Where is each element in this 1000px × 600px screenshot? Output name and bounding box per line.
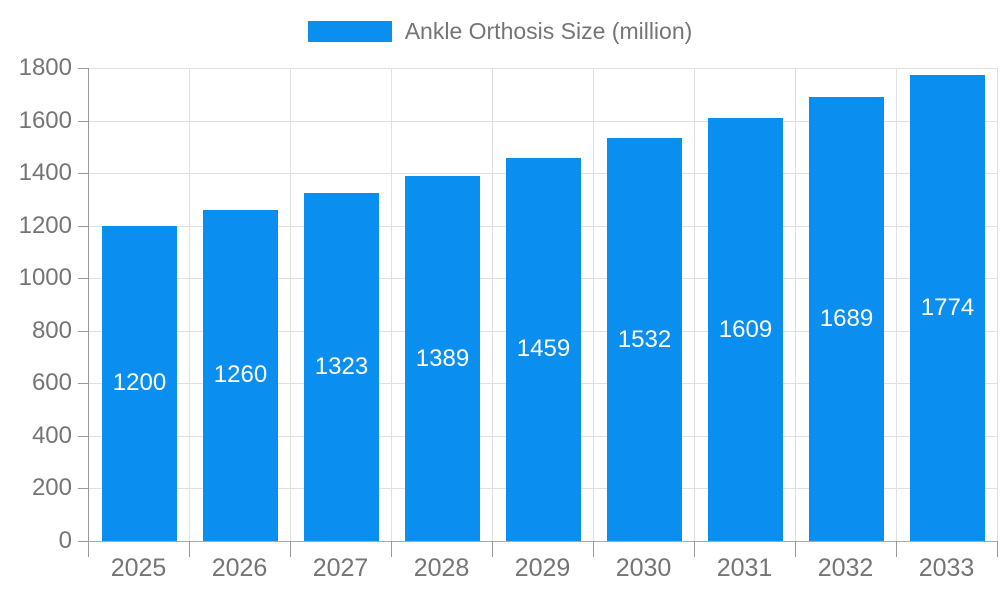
y-axis-tick — [78, 278, 88, 280]
v-gridline — [795, 68, 796, 541]
x-axis-tick — [694, 541, 695, 557]
y-axis-label: 1400 — [18, 159, 72, 187]
y-axis-tick — [78, 541, 88, 542]
x-axis-tick — [896, 541, 897, 557]
v-gridline — [997, 68, 998, 541]
bar-2026: 1260 — [203, 209, 278, 541]
y-axis-label: 1200 — [18, 211, 72, 239]
x-axis-tick — [492, 541, 493, 557]
y-axis-label: 600 — [31, 369, 72, 397]
bar-2027: 1323 — [304, 193, 379, 541]
v-gridline — [492, 68, 493, 541]
x-axis-tick — [997, 541, 998, 557]
y-axis-label: 1800 — [18, 54, 72, 81]
bar-value-label: 1532 — [617, 325, 672, 353]
bar-value-label: 1323 — [314, 353, 369, 381]
y-axis-tick — [78, 330, 88, 332]
v-gridline — [694, 68, 695, 541]
x-axis-label: 2032 — [817, 554, 874, 582]
x-axis-label: 2025 — [110, 554, 167, 582]
x-axis-label: 2028 — [413, 554, 470, 582]
bar-value-label: 1200 — [112, 369, 167, 397]
y-axis-label: 200 — [31, 474, 72, 502]
y-axis-label: 1000 — [18, 264, 72, 292]
legend-label: Ankle Orthosis Size (million) — [404, 18, 693, 44]
x-axis-tick — [88, 541, 89, 557]
bar-2032: 1689 — [809, 97, 884, 541]
legend-swatch — [307, 21, 392, 42]
bar-value-label: 1389 — [415, 344, 470, 372]
x-axis-label: 2033 — [918, 554, 975, 582]
y-axis-label: 0 — [58, 527, 72, 554]
y-axis-tick — [78, 173, 88, 175]
v-gridline — [391, 68, 392, 541]
y-axis-tick — [78, 488, 88, 490]
bar-2029: 1459 — [506, 157, 581, 541]
x-axis-tick — [593, 541, 594, 557]
x-axis-tick — [391, 541, 392, 557]
y-axis-tick — [78, 435, 88, 437]
bar-value-label: 1774 — [920, 293, 975, 321]
y-axis-tick — [78, 225, 88, 227]
y-axis-label: 400 — [31, 421, 72, 449]
bar-value-label: 1609 — [718, 315, 773, 343]
bar-2025: 1200 — [102, 225, 177, 541]
x-axis-label: 2029 — [514, 554, 571, 582]
bar-value-label: 1260 — [213, 361, 268, 389]
x-axis-label: 2027 — [312, 554, 369, 582]
bar-2033: 1774 — [910, 74, 985, 541]
bar-2028: 1389 — [405, 176, 480, 541]
legend: Ankle Orthosis Size (million) — [0, 18, 1000, 45]
v-gridline — [290, 68, 291, 541]
y-axis-label: 800 — [31, 316, 72, 344]
v-gridline — [189, 68, 190, 541]
y-axis-label: 1600 — [18, 106, 72, 134]
y-axis-tick — [78, 120, 88, 122]
x-axis-tick — [795, 541, 796, 557]
bar-value-label: 1689 — [819, 305, 874, 333]
v-gridline — [593, 68, 594, 541]
bar-2031: 1609 — [708, 118, 783, 541]
v-gridline — [896, 68, 897, 541]
h-gridline — [89, 120, 998, 122]
x-axis-label: 2030 — [615, 554, 672, 582]
x-axis-tick — [189, 541, 190, 557]
x-axis-label: 2031 — [716, 554, 773, 582]
y-axis-tick — [78, 383, 88, 385]
plot-area: 1200 1260 1323 1389 1459 1532 1609 1689 1774 — [88, 68, 998, 542]
x-axis-label: 2026 — [211, 554, 268, 582]
x-axis-tick — [290, 541, 291, 557]
bar-value-label: 1459 — [516, 335, 571, 363]
bar-2030: 1532 — [607, 138, 682, 541]
y-axis-tick — [78, 68, 88, 69]
h-gridline — [89, 68, 998, 69]
